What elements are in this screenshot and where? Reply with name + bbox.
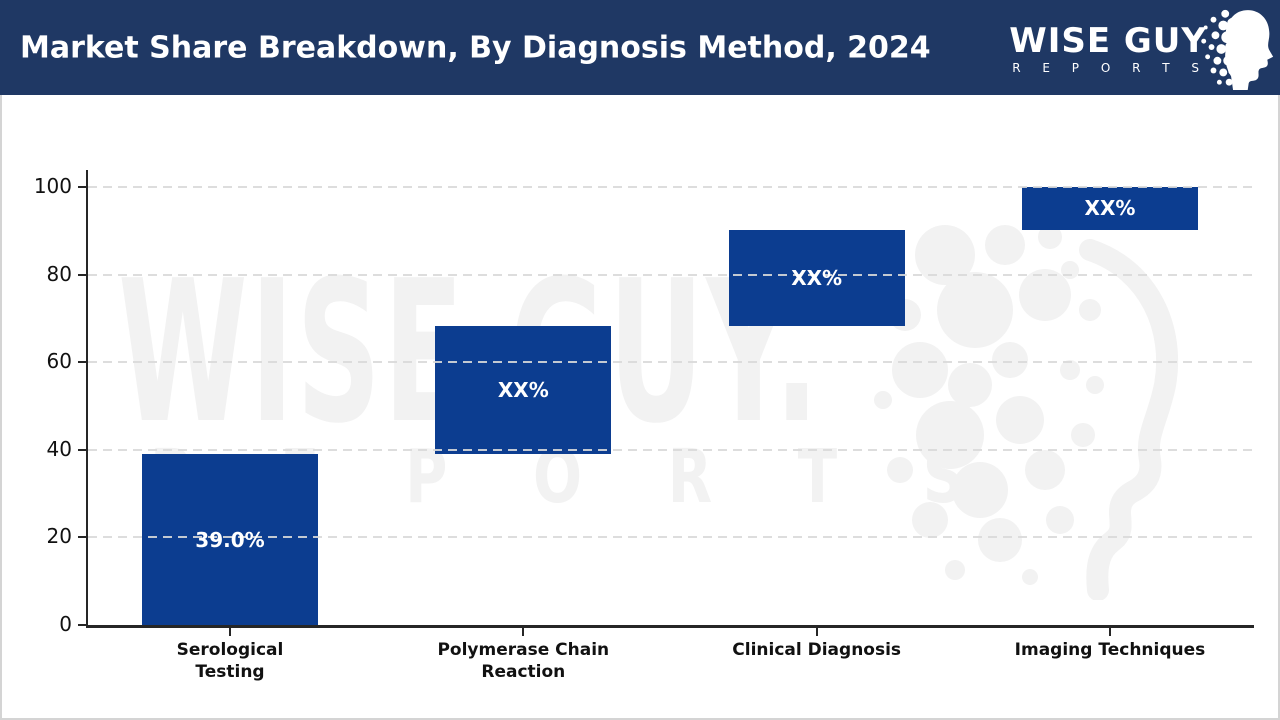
x-category-label-line: Clinical Diagnosis <box>732 640 902 660</box>
y-tick <box>78 624 87 626</box>
x-category-label-line: Polymerase Chain <box>437 640 610 660</box>
y-tick <box>78 186 87 188</box>
gridline <box>88 186 1254 188</box>
head-profile-icon <box>1201 9 1274 91</box>
y-tick-label: 0 <box>59 612 72 636</box>
x-tick <box>1108 628 1111 636</box>
gridline <box>88 448 1254 451</box>
watermark-head-graphic <box>874 225 1179 600</box>
y-tick-label: 80 <box>46 261 72 286</box>
x-category-label-line: Imaging Techniques <box>1014 640 1206 660</box>
x-category-label-line: Serological <box>176 640 284 660</box>
bar-segment <box>142 454 318 625</box>
y-tick-label: 40 <box>46 436 72 461</box>
y-tick-label: 100 <box>33 174 72 198</box>
x-tick <box>229 628 231 636</box>
y-tick <box>78 361 87 364</box>
y-tick <box>78 448 87 451</box>
x-category-label: Serological Testing <box>100 639 360 683</box>
page-border-right <box>1278 95 1280 720</box>
y-tick-label: 60 <box>46 349 72 374</box>
gridline <box>88 361 1254 364</box>
y-tick-label: 20 <box>46 524 72 549</box>
y-tick <box>78 273 87 276</box>
header-bar: Market Share Breakdown, By Diagnosis Met… <box>0 0 1280 95</box>
x-axis-line <box>86 625 1254 628</box>
gridline <box>88 273 1254 276</box>
x-category-label: Imaging Techniques <box>980 639 1240 661</box>
y-axis-line <box>86 170 88 628</box>
y-tick <box>78 536 87 539</box>
x-category-label-line: Reaction <box>481 662 566 682</box>
page-border-left <box>0 95 2 720</box>
x-category-label: Clinical Diagnosis <box>687 639 947 661</box>
bar-value-label: XX% <box>1084 196 1136 221</box>
page-border-bottom <box>0 718 1280 720</box>
bar-value-label: XX% <box>497 378 549 403</box>
x-tick <box>522 628 525 636</box>
bar-segment <box>435 326 612 455</box>
page-title: Market Share Breakdown, By Diagnosis Met… <box>20 30 931 65</box>
bar-segment <box>1021 187 1198 230</box>
bar-value-label: XX% <box>791 266 843 291</box>
gridline <box>88 536 1254 539</box>
x-tick <box>815 628 818 636</box>
logo-wordmark: WISE GUY R E P O R T S <box>1009 20 1208 75</box>
x-category-label-line: Testing <box>195 662 265 682</box>
bar-segment <box>728 229 905 327</box>
x-category-label: Polymerase Chain Reaction <box>393 639 653 683</box>
bar-value-label: 39.0% <box>195 527 265 552</box>
wise-guy-reports-logo: WISE GUY R E P O R T S <box>1008 4 1276 92</box>
